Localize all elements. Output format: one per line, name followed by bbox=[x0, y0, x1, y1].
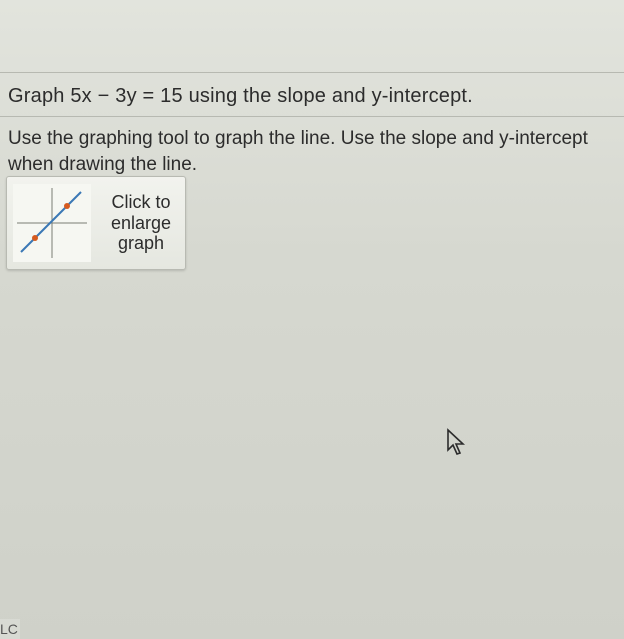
footer-tag: LC bbox=[0, 619, 20, 639]
enlarge-graph-label: Click to enlarge graph bbox=[97, 192, 185, 254]
graph-line bbox=[21, 192, 81, 252]
graph-thumbnail-svg bbox=[13, 184, 91, 262]
instruction-text: Use the graphing tool to graph the line.… bbox=[8, 126, 614, 177]
exercise-panel: Graph 5x − 3y = 15 using the slope and y… bbox=[0, 0, 624, 639]
enlarge-graph-button[interactable]: Click to enlarge graph bbox=[6, 176, 186, 270]
question-text: Graph 5x − 3y = 15 using the slope and y… bbox=[8, 85, 473, 108]
divider-top bbox=[0, 72, 624, 73]
divider-mid bbox=[0, 116, 624, 117]
cursor-icon bbox=[446, 428, 468, 456]
graph-point-1 bbox=[32, 235, 38, 241]
graph-thumbnail bbox=[13, 184, 91, 262]
graph-point-2 bbox=[64, 203, 70, 209]
